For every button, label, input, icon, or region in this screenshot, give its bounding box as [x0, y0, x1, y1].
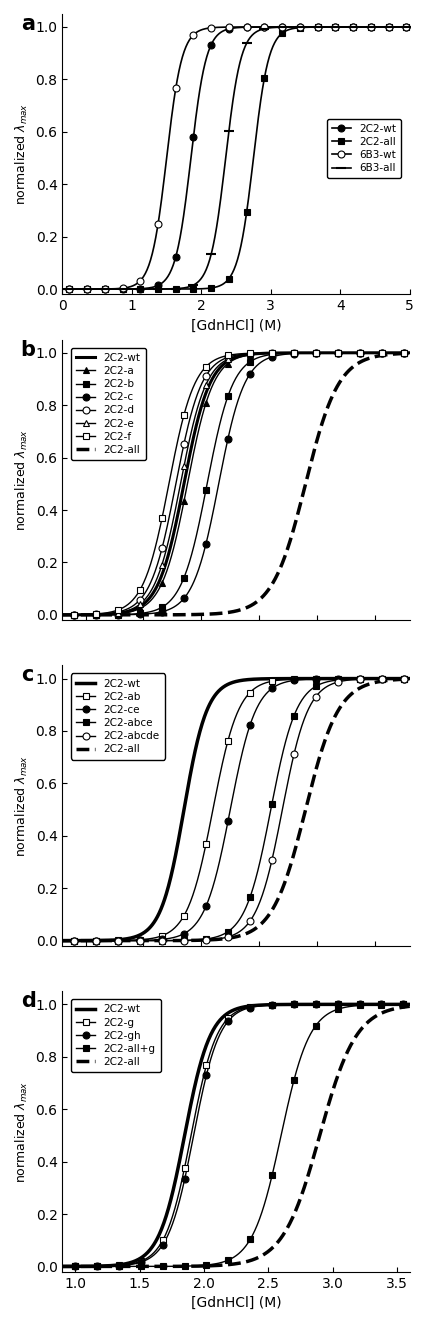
X-axis label: [GdnHCl] (M): [GdnHCl] (M)	[191, 319, 281, 332]
Legend: 2C2-wt, 2C2-all, 6B3-wt, 6B3-all: 2C2-wt, 2C2-all, 6B3-wt, 6B3-all	[327, 119, 401, 179]
X-axis label: [GdnHCl] (M): [GdnHCl] (M)	[191, 1296, 281, 1311]
Text: b: b	[21, 340, 36, 360]
Y-axis label: normalized $\lambda_{max}$: normalized $\lambda_{max}$	[14, 429, 30, 531]
Text: d: d	[21, 992, 36, 1012]
Y-axis label: normalized $\lambda_{max}$: normalized $\lambda_{max}$	[14, 103, 30, 205]
Legend: 2C2-wt, 2C2-g, 2C2-gh, 2C2-all+g, 2C2-all: 2C2-wt, 2C2-g, 2C2-gh, 2C2-all+g, 2C2-al…	[71, 1000, 160, 1072]
Legend: 2C2-wt, 2C2-a, 2C2-b, 2C2-c, 2C2-d, 2C2-e, 2C2-f, 2C2-all: 2C2-wt, 2C2-a, 2C2-b, 2C2-c, 2C2-d, 2C2-…	[71, 348, 146, 459]
Legend: 2C2-wt, 2C2-ab, 2C2-ce, 2C2-abce, 2C2-abcde, 2C2-all: 2C2-wt, 2C2-ab, 2C2-ce, 2C2-abce, 2C2-ab…	[71, 674, 165, 760]
Text: c: c	[21, 666, 33, 686]
Y-axis label: normalized $\lambda_{max}$: normalized $\lambda_{max}$	[14, 1080, 30, 1182]
Y-axis label: normalized $\lambda_{max}$: normalized $\lambda_{max}$	[14, 755, 30, 857]
Text: a: a	[21, 13, 35, 34]
